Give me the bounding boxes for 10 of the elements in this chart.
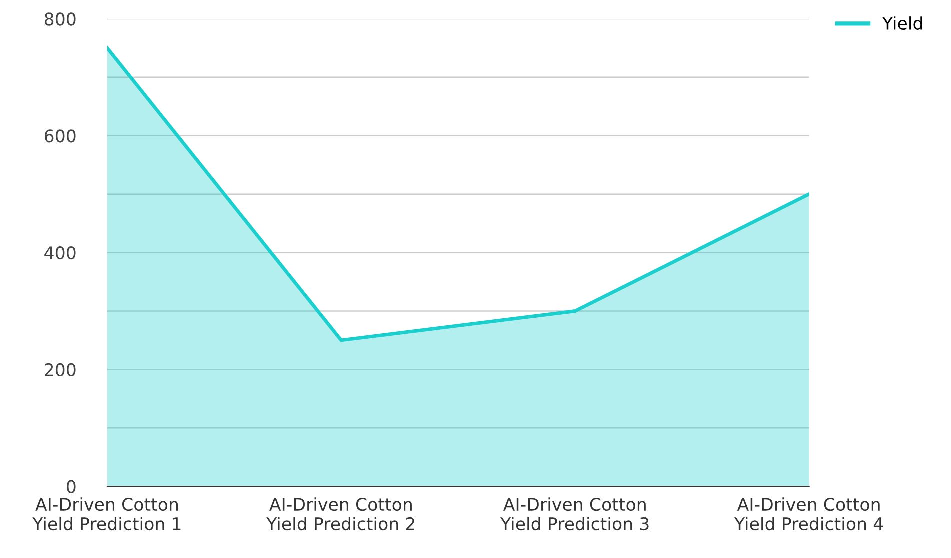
y-tick-label: 800 <box>44 12 76 26</box>
x-tick-label: AI-Driven Cotton Yield Prediction 4 <box>734 498 884 531</box>
x-tick-label: AI-Driven Cotton Yield Prediction 3 <box>500 498 649 531</box>
legend-label: Yield <box>882 16 922 30</box>
x-tick-label: AI-Driven Cotton Yield Prediction 1 <box>32 498 181 531</box>
y-tick-label: 200 <box>45 363 76 377</box>
y-tick-label: 0 <box>67 480 76 494</box>
x-tick-label: AI-Driven Cotton Yield Prediction 2 <box>266 498 414 531</box>
y-tick-label: 600 <box>44 130 76 143</box>
y-tick-label: 400 <box>44 246 76 260</box>
